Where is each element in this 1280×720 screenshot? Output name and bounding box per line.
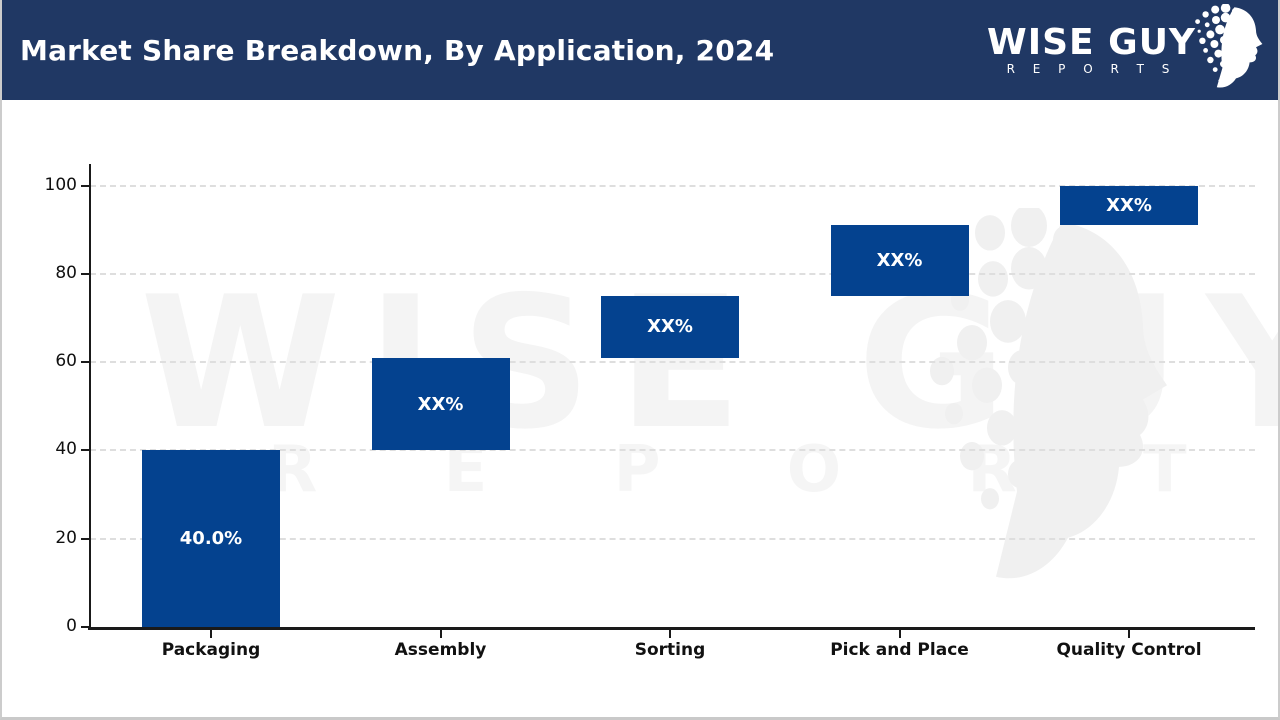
bar-assembly: XX%	[371, 357, 510, 451]
x-category-label: Assembly	[394, 640, 487, 660]
y-tick-label: 20	[55, 527, 77, 548]
y-tick-label: 100	[44, 174, 77, 195]
bar-value-label: XX%	[876, 250, 923, 272]
x-tick-2	[439, 630, 442, 638]
x-category-label: Packaging	[161, 640, 261, 660]
x-axis-spine	[88, 627, 1255, 630]
bar-value-label: XX%	[1106, 194, 1152, 216]
y-tick-label: 80	[55, 262, 77, 283]
bar-quality-control: XX%	[1060, 185, 1198, 226]
bar-value-label: XX%	[417, 393, 464, 415]
gridline-y-20	[90, 537, 1255, 540]
y-axis-spine	[89, 164, 91, 629]
y-tick-20	[81, 537, 90, 540]
header-bar: Market Share Breakdown, By Application, …	[0, 0, 1280, 100]
x-category-label: Pick and Place	[830, 640, 969, 660]
bar-pick-and-place: XX%	[830, 225, 969, 296]
logo-wordmark: WISE GUY	[986, 21, 1196, 63]
gridline-y-60	[90, 361, 1255, 364]
gridline-y-40	[90, 449, 1255, 452]
gridline-y-80	[90, 272, 1255, 275]
y-tick-label: 60	[55, 351, 77, 372]
gridline-y-100	[90, 184, 1255, 187]
bar-sorting: XX%	[601, 295, 739, 358]
page-title: Market Share Breakdown, By Application, …	[20, 33, 775, 67]
logo-text: WISE GUY R E P O R T S	[986, 21, 1196, 77]
y-tick-label: 0	[66, 616, 77, 636]
logo-subtitle: R E P O R T S	[1006, 62, 1177, 77]
y-tick-40	[81, 449, 90, 452]
dotted-head-icon	[1182, 3, 1274, 96]
x-tick-3	[669, 630, 671, 638]
y-tick-100	[81, 184, 90, 187]
y-tick-0	[81, 626, 90, 628]
wise-guy-reports-logo: WISE GUY R E P O R T S	[986, 3, 1274, 96]
x-tick-5	[1128, 630, 1130, 638]
bar-packaging: 40.0%	[142, 450, 280, 627]
x-tick-1	[210, 630, 212, 638]
y-tick-80	[81, 272, 90, 275]
bar-value-label: 40.0%	[179, 528, 243, 550]
x-tick-4	[898, 630, 901, 638]
bar-value-label: XX%	[647, 316, 693, 338]
x-category-label: Quality Control	[1056, 640, 1202, 660]
x-category-label: Sorting	[634, 640, 706, 660]
watermark-head-icon	[888, 204, 1188, 602]
y-tick-label: 40	[55, 439, 77, 460]
y-tick-60	[81, 361, 90, 364]
